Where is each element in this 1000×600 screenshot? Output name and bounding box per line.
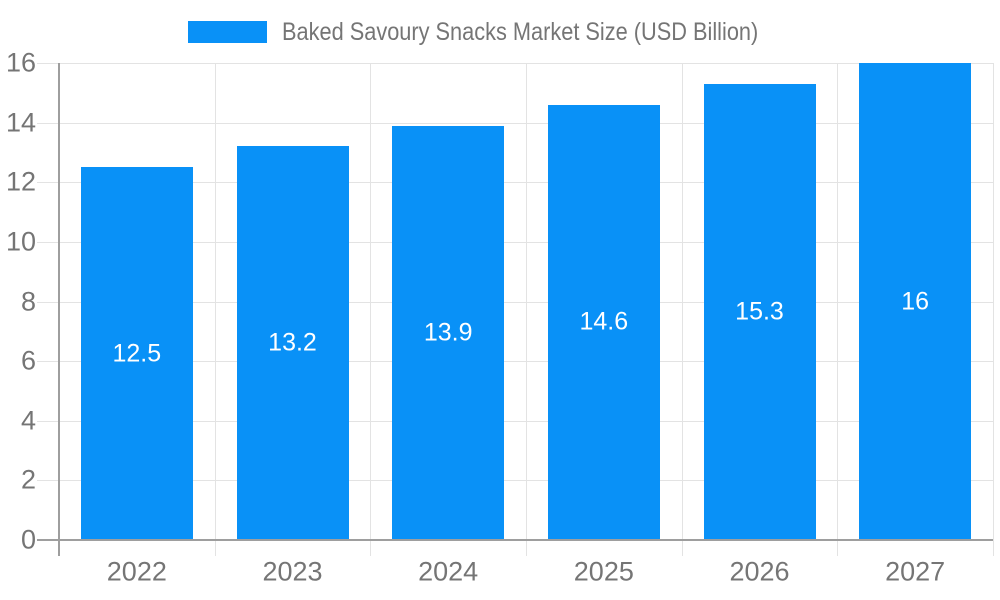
y-axis-line: [58, 63, 60, 556]
x-axis-tick: [526, 540, 527, 556]
x-gridline: [681, 63, 683, 540]
y-axis-tick: [37, 301, 59, 303]
y-axis-tick: [37, 182, 59, 184]
bar-value-label: 13.9: [423, 318, 473, 347]
y-axis-tick-label: 14: [5, 107, 36, 138]
x-axis-tick-label: 2024: [418, 556, 479, 587]
x-gridline: [370, 63, 372, 540]
x-axis-line: [37, 539, 993, 541]
bar-2026[interactable]: [703, 83, 816, 540]
y-axis-tick-label: 10: [5, 226, 36, 257]
y-axis-tick-label: 6: [20, 345, 36, 376]
x-axis-tick-label: 2025: [573, 556, 634, 587]
x-axis-tick: [370, 540, 372, 556]
y-axis-tick-label: 8: [20, 286, 36, 316]
y-axis-tick: [37, 63, 59, 64]
bar-2025[interactable]: [547, 104, 660, 540]
y-axis-tick: [37, 420, 59, 422]
x-axis-tick-label: 2022: [106, 556, 167, 587]
x-axis-tick-label: 2023: [262, 556, 323, 587]
x-gridline: [526, 63, 527, 540]
bar-value-label: 15.3: [735, 297, 784, 326]
y-axis-tick-label: 0: [20, 524, 36, 555]
bar-value-label: 13.2: [268, 328, 317, 357]
x-gridline: [214, 63, 216, 540]
x-axis-tick: [214, 540, 216, 556]
bar-2023[interactable]: [236, 146, 349, 540]
bar-2027[interactable]: [859, 63, 972, 540]
y-axis-tick-label: 12: [5, 166, 36, 197]
y-axis-tick: [37, 480, 59, 482]
chart-legend[interactable]: Baked Savoury Snacks Market Size (USD Bi…: [188, 18, 829, 46]
y-axis-tick-label: 16: [5, 47, 36, 78]
x-axis-tick: [993, 540, 994, 556]
x-axis-tick: [681, 540, 683, 556]
bar-value-label: 14.6: [579, 307, 629, 336]
bar-2022[interactable]: [80, 167, 193, 540]
y-axis-tick: [37, 361, 59, 363]
bar-2024[interactable]: [392, 125, 505, 540]
x-axis-tick-label: 2027: [885, 556, 946, 587]
x-axis-tick-label: 2026: [729, 556, 790, 587]
x-gridline: [837, 63, 839, 540]
bar-value-label: 12.5: [112, 339, 162, 368]
y-axis-tick-label: 4: [20, 405, 36, 436]
x-gridline: [993, 63, 994, 540]
x-axis-tick: [837, 540, 839, 556]
y-axis-tick-label: 2: [20, 464, 36, 495]
legend-label: Baked Savoury Snacks Market Size (USD Bi…: [282, 17, 759, 46]
legend-swatch-icon: [188, 21, 267, 43]
y-axis-tick: [37, 241, 59, 243]
bar-value-label: 16: [901, 287, 930, 315]
y-axis-tick: [37, 122, 59, 124]
